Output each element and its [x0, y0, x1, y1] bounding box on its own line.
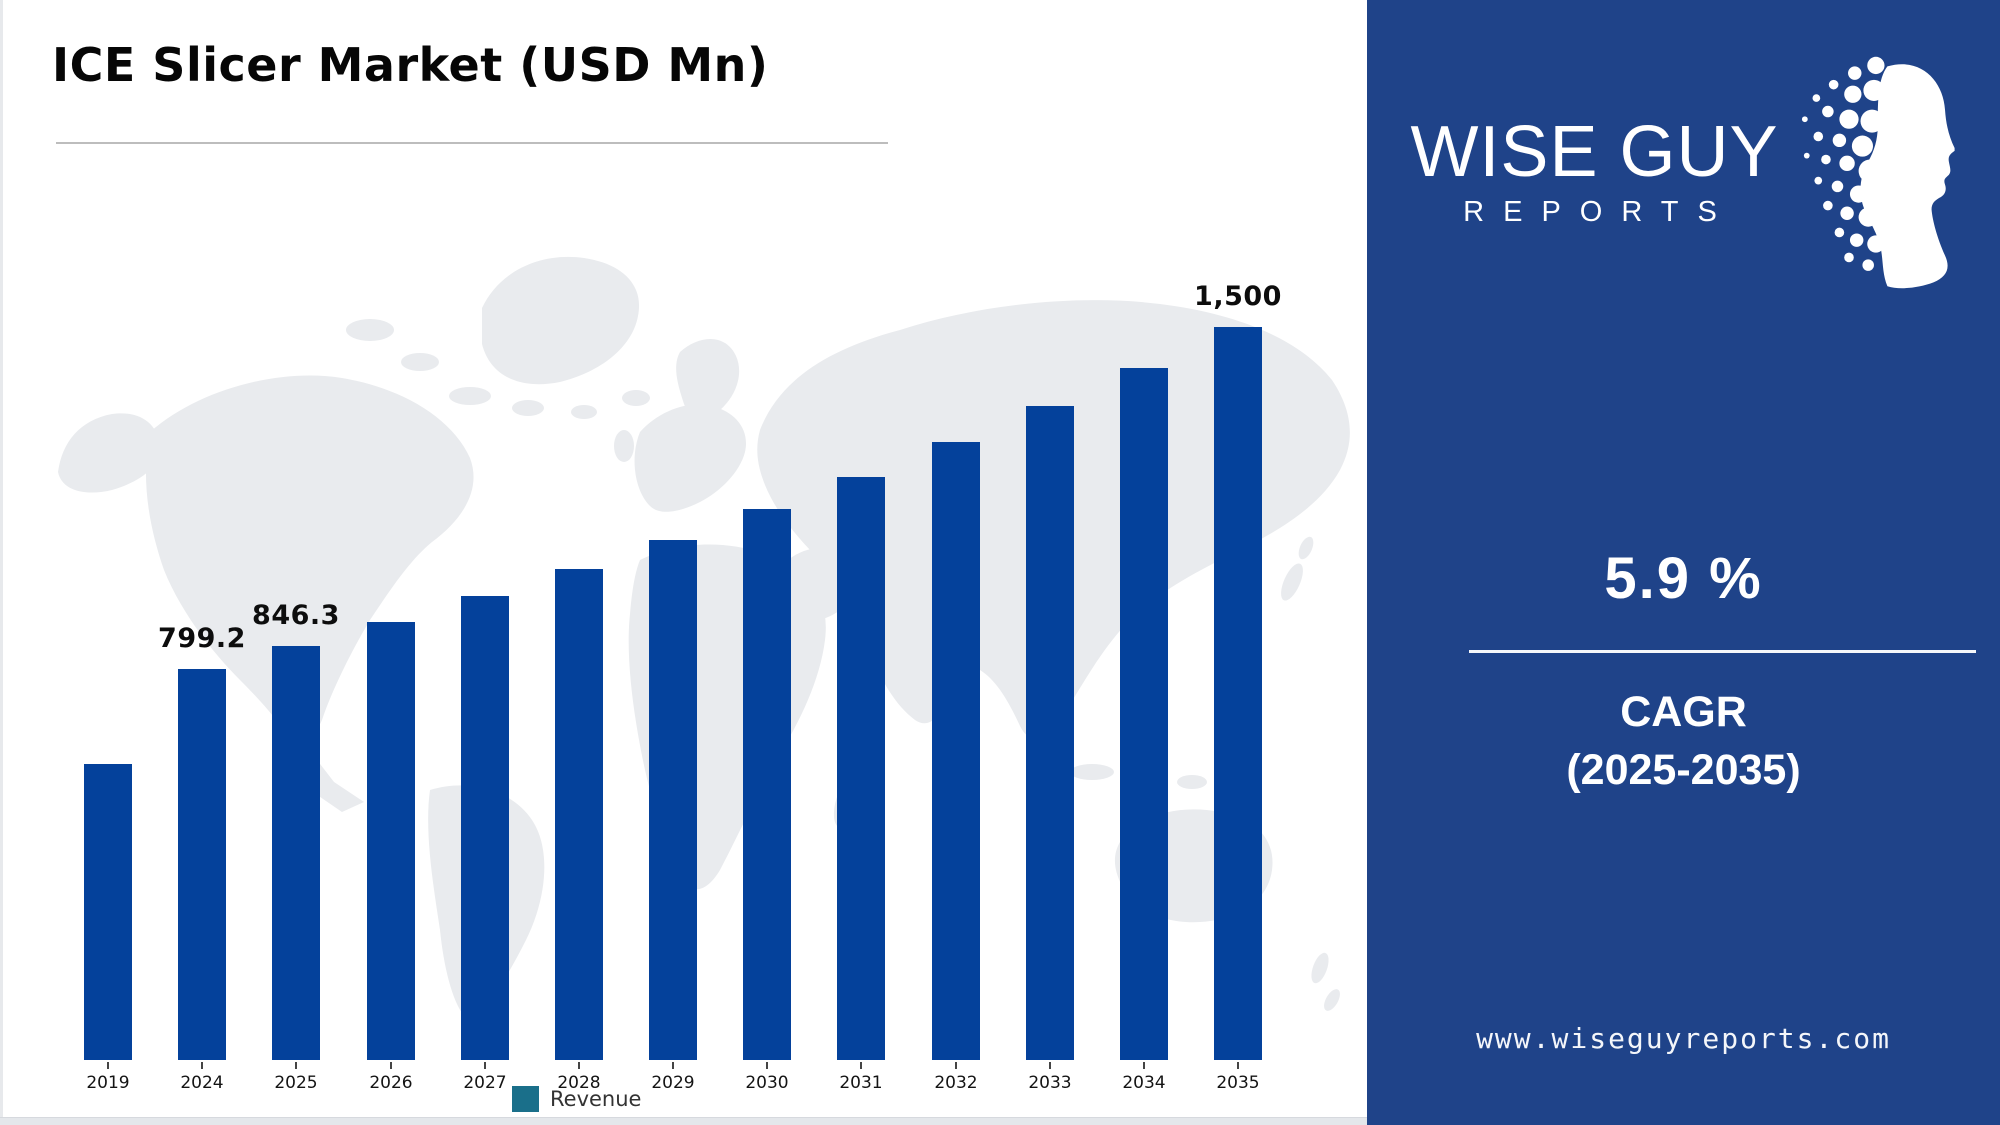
x-axis-tick: [295, 1062, 297, 1069]
x-tick-label-2019: 2019: [86, 1073, 130, 1093]
x-axis-tick: [201, 1062, 203, 1069]
bar-2025: [272, 646, 320, 1060]
bar-value-label-2024: 799.2: [158, 623, 246, 654]
x-tick-label-2029: 2029: [651, 1073, 695, 1093]
bar-2028: [555, 569, 603, 1060]
x-axis-tick: [1237, 1062, 1239, 1069]
x-tick-label-2030: 2030: [745, 1073, 789, 1093]
bar-2019: [84, 764, 132, 1060]
logo-wise-guy: WISE GUY: [1410, 111, 1779, 192]
cagr-label: CAGR: [1620, 688, 1747, 736]
bar-value-label-2025: 846.3: [252, 600, 340, 631]
wiseguy-logo: WISE GUY REPORTS: [1367, 52, 2000, 292]
x-tick-label-2027: 2027: [463, 1073, 507, 1093]
x-tick-label-2033: 2033: [1028, 1073, 1072, 1093]
x-axis-tick: [107, 1062, 109, 1069]
website-url: www.wiseguyreports.com: [1476, 1022, 1891, 1055]
x-tick-label-2028: 2028: [557, 1073, 601, 1093]
bar-2031: [837, 477, 885, 1060]
sidebar: WISE GUY REPORTS 5.: [1367, 0, 2000, 1125]
cagr-period: (2025-2035): [1566, 746, 1801, 795]
chart-panel: ICE Slicer Market (USD Mn) 2019 2024 799.2…: [0, 0, 1367, 1125]
x-axis-tick: [390, 1062, 392, 1069]
panel-bottom-strip: [0, 1117, 1367, 1125]
bar-2027: [461, 596, 509, 1060]
x-axis-tick: [1049, 1062, 1051, 1069]
x-axis-tick: [955, 1062, 957, 1069]
x-tick-label-2034: 2034: [1122, 1073, 1166, 1093]
logo-reports: REPORTS: [1463, 195, 1736, 228]
x-axis-tick: [1143, 1062, 1145, 1069]
x-axis-tick: [484, 1062, 486, 1069]
x-tick-label-2025: 2025: [274, 1073, 318, 1093]
panel-left-edge: [0, 0, 3, 1125]
wiseguy-logo-text: WISE GUY REPORTS: [1410, 116, 1778, 229]
x-tick-label-2026: 2026: [369, 1073, 413, 1093]
page-title: ICE Slicer Market (USD Mn): [52, 38, 769, 92]
x-tick-label-2031: 2031: [839, 1073, 883, 1093]
bar-2035: [1214, 327, 1262, 1060]
cagr-value: 5.9 %: [1604, 546, 1763, 611]
bar-2029: [649, 540, 697, 1060]
bar-2030: [743, 509, 791, 1060]
bar-2026: [367, 622, 415, 1060]
bar-2024: [178, 669, 226, 1060]
bar-value-label-2035: 1,500: [1194, 281, 1282, 312]
bar-2034: [1120, 368, 1168, 1060]
bar-2032: [932, 442, 980, 1060]
title-divider: [56, 142, 888, 144]
x-axis-tick: [766, 1062, 768, 1069]
x-axis-tick: [672, 1062, 674, 1069]
cagr-divider: [1469, 650, 1976, 653]
x-tick-label-2035: 2035: [1216, 1073, 1260, 1093]
chart-legend: Revenue: [512, 1086, 641, 1112]
legend-swatch-revenue: [512, 1086, 539, 1112]
wiseguy-face-icon: [1801, 56, 1955, 289]
legend-label: Revenue: [550, 1087, 642, 1111]
bar-chart: 2019 2024 799.2 2025 846.3 2026 2027 2028 2029 20…: [84, 281, 1282, 1093]
bar-2033: [1026, 406, 1074, 1060]
cagr-block: 5.9 % CAGR (2025-2035): [1367, 545, 2000, 799]
x-tick-label-2024: 2024: [180, 1073, 224, 1093]
x-tick-label-2032: 2032: [934, 1073, 978, 1093]
x-axis-tick: [578, 1062, 580, 1069]
x-axis-tick: [860, 1062, 862, 1069]
